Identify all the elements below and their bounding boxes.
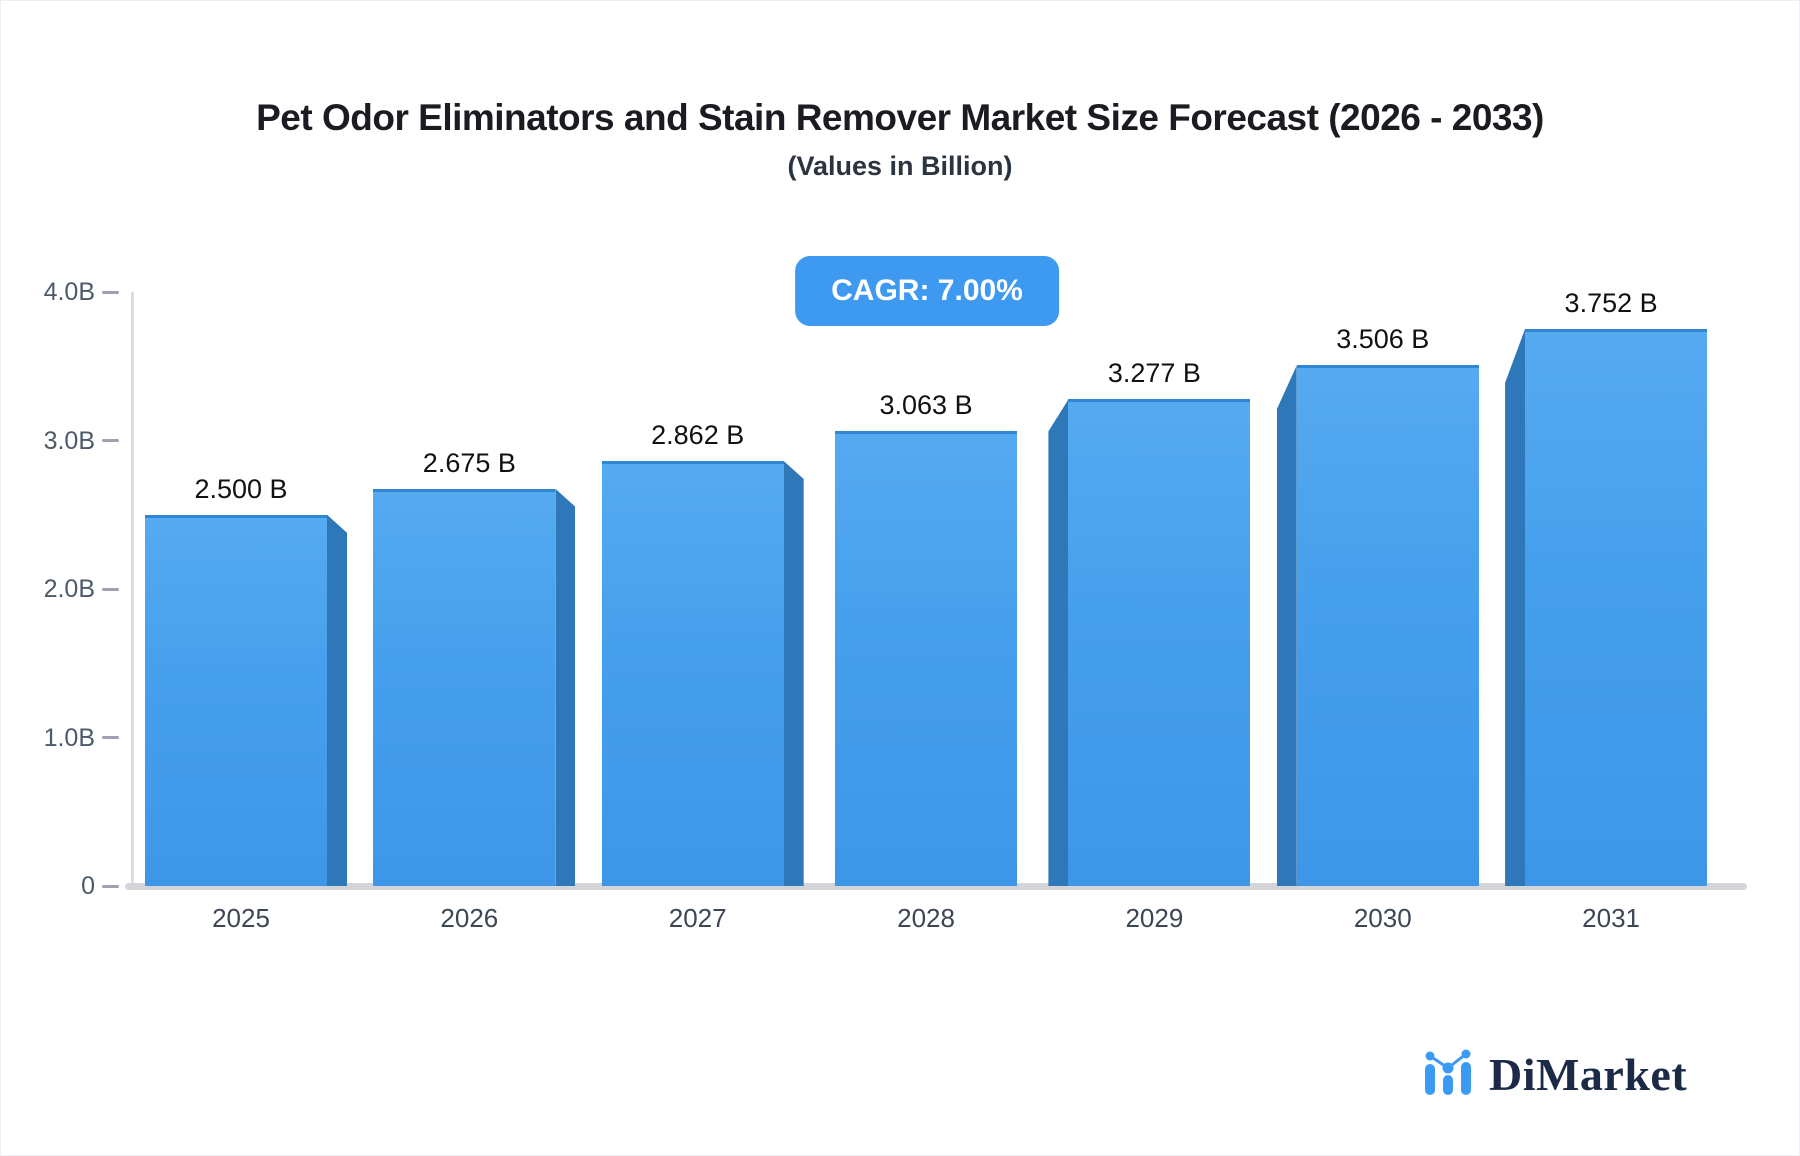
bar-value-label-2027: 2.862 B: [651, 419, 745, 450]
bar-value-label-2028: 3.063 B: [879, 390, 973, 421]
x-axis-label-2028: 2028: [897, 903, 955, 933]
chart-title: Pet Odor Eliminators and Stain Remover M…: [256, 97, 1544, 138]
bar-value-label-2025: 2.500 B: [194, 473, 288, 504]
bar-line-chart-icon: [1421, 1047, 1475, 1101]
bar-2029-side-face: [1048, 399, 1069, 886]
bar-value-label-2031: 3.752 B: [1564, 287, 1658, 318]
x-axis-baseline: [125, 883, 1747, 890]
y-axis-tick-label: 1.0B: [43, 723, 95, 752]
bar-2027-side-face: [783, 460, 804, 886]
bar-2027[interactable]: [601, 460, 784, 886]
bar-2026-side-face: [555, 488, 576, 886]
y-axis-tick: [102, 290, 119, 294]
x-axis-label-2025: 2025: [212, 903, 270, 933]
y-axis-tick-label: 3.0B: [43, 426, 95, 455]
bar-2025[interactable]: [145, 514, 327, 886]
y-axis-tick: [102, 587, 119, 591]
bar-value-label-2029: 3.277 B: [1107, 358, 1201, 389]
cagr-badge: CAGR: 7.00%: [795, 256, 1059, 326]
y-axis-tick-label: 2.0B: [43, 575, 95, 603]
x-axis-label-2026: 2026: [440, 903, 499, 933]
y-axis-tick: [102, 439, 119, 442]
y-axis-tick-label: 4.0B: [43, 278, 95, 306]
y-axis-tick: [102, 736, 119, 739]
bar-2030-side-face: [1276, 365, 1297, 886]
y-axis-line: [131, 292, 134, 886]
bar-2031[interactable]: [1525, 328, 1708, 886]
chart-subtitle: (Values in Billion): [787, 151, 1013, 181]
bar-value-label-2030: 3.506 B: [1336, 324, 1430, 355]
bar-value-label-2026: 2.675 B: [422, 447, 516, 478]
bar-2030[interactable]: [1296, 365, 1479, 886]
bar-2031-side-face: [1505, 328, 1526, 886]
bar-2029[interactable]: [1068, 399, 1251, 886]
x-axis-label-2029: 2029: [1125, 903, 1184, 933]
logo-text: DiMarket: [1489, 1048, 1688, 1100]
dimarket-logo[interactable]: DiMarket: [1421, 1047, 1687, 1101]
bar-2025-side-face: [327, 514, 347, 886]
y-axis-tick: [102, 884, 119, 888]
bar-2028[interactable]: [835, 431, 1018, 886]
x-axis-label-2031: 2031: [1582, 903, 1641, 933]
y-axis-tick-label: 0: [81, 872, 95, 900]
bar-2026[interactable]: [373, 488, 556, 886]
x-axis-label-2030: 2030: [1353, 903, 1412, 933]
x-axis-label-2027: 2027: [668, 903, 727, 933]
